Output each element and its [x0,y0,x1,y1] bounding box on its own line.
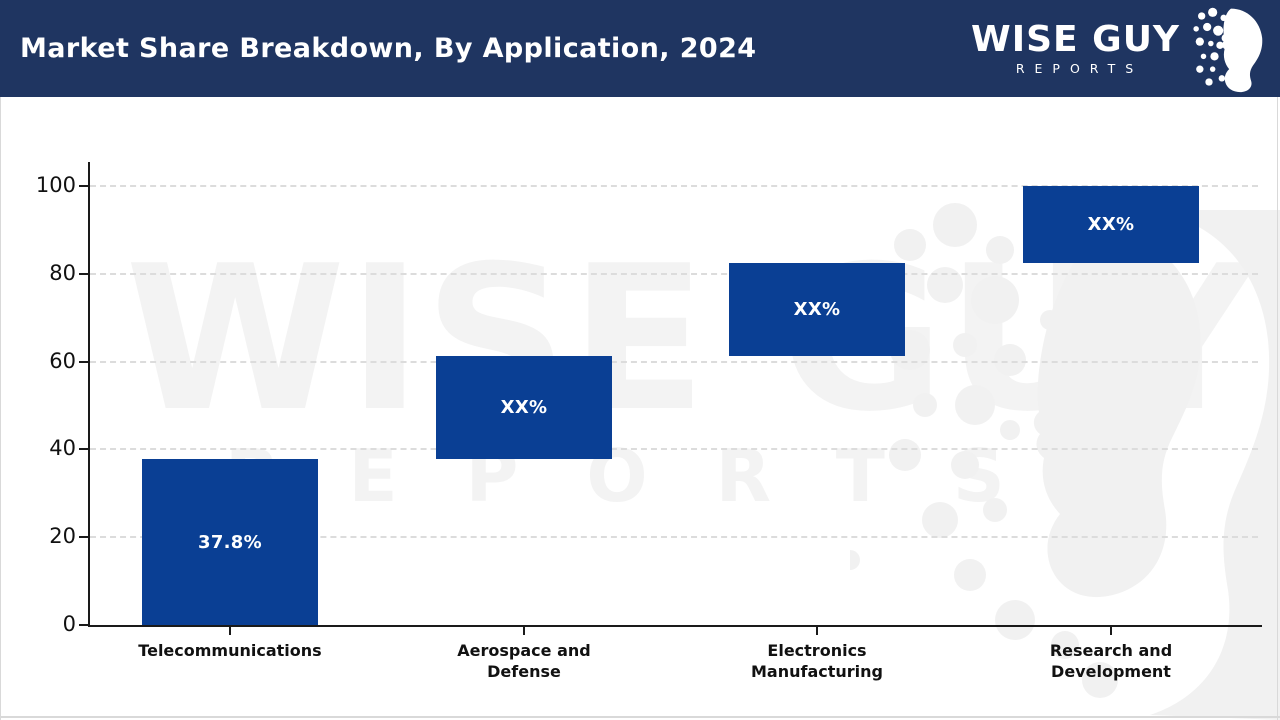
x-category-label-telecommunications: Telecommunications [110,640,350,661]
x-category-label-line: Electronics [767,641,867,660]
bar-telecommunications: 37.8% [142,459,318,625]
y-tick-label-100: 100 [35,173,76,197]
x-category-label-line: Development [1051,662,1171,681]
gridline-60 [90,360,1258,363]
gridline-20 [90,536,1258,539]
y-tick-label-60: 60 [49,348,76,373]
logo-subtitle: REPORTS [1015,60,1144,76]
x-tick-mark-research-and-development [1110,627,1112,635]
logo-wordmark: WISE GUY [970,18,1180,60]
logo-head-icon [1193,7,1263,92]
y-tick-mark-100 [79,185,88,187]
x-axis-line [88,625,1262,627]
bar-value-label-electronics-manufacturing: XX% [793,299,841,321]
y-tick-label-40: 40 [49,436,76,461]
wise-guy-reports-logo: WISE GUY REPORTS [971,5,1266,93]
x-category-label-line: Aerospace and [457,641,591,660]
x-tick-mark-electronics-manufacturing [816,627,818,635]
bar-electronics-manufacturing: XX% [729,262,905,357]
x-category-label-line: Research and [1049,641,1173,660]
gridline-80 [90,272,1258,275]
y-tick-mark-0 [79,624,88,626]
y-tick-mark-60 [79,360,88,363]
y-tick-label-20: 20 [49,524,76,549]
header-bar: Market Share Breakdown, By Application, … [0,0,1280,97]
gridline-40 [90,448,1258,451]
y-tick-mark-20 [79,536,88,539]
y-tick-mark-80 [79,272,88,275]
bar-value-label-telecommunications: 37.8% [198,531,262,553]
bar-research-and-development: XX% [1023,186,1199,263]
x-category-label-electronics-manufacturing: Electronics Manufacturing [697,640,937,682]
gridline-100 [90,185,1258,187]
frame-bottom [0,716,1280,718]
y-tick-mark-40 [79,448,88,451]
bar-value-label-research-and-development: XX% [1087,213,1135,235]
x-category-label-line: Defense [487,662,561,681]
bar-aerospace-and-defense: XX% [436,356,612,460]
y-tick-label-80: 80 [49,260,76,285]
watermark-wise-guy-text: WISE GUY [125,223,1258,456]
x-category-label-aerospace-and-defense: Aerospace and Defense [404,640,644,682]
y-tick-label-0: 0 [62,612,76,636]
watermark-reports-text: REPORTS [225,434,1073,518]
x-category-label-line: Telecommunications [138,641,322,660]
bar-value-label-aerospace-and-defense: XX% [500,397,548,419]
y-axis-line [88,162,90,627]
x-category-label-line: Manufacturing [751,662,883,681]
frame-right [1277,97,1278,720]
frame-left [0,97,1,720]
x-tick-mark-telecommunications [229,627,231,635]
x-category-label-research-and-development: Research and Development [991,640,1231,682]
x-tick-mark-aerospace-and-defense [523,627,525,635]
page-title: Market Share Breakdown, By Application, … [20,33,757,64]
